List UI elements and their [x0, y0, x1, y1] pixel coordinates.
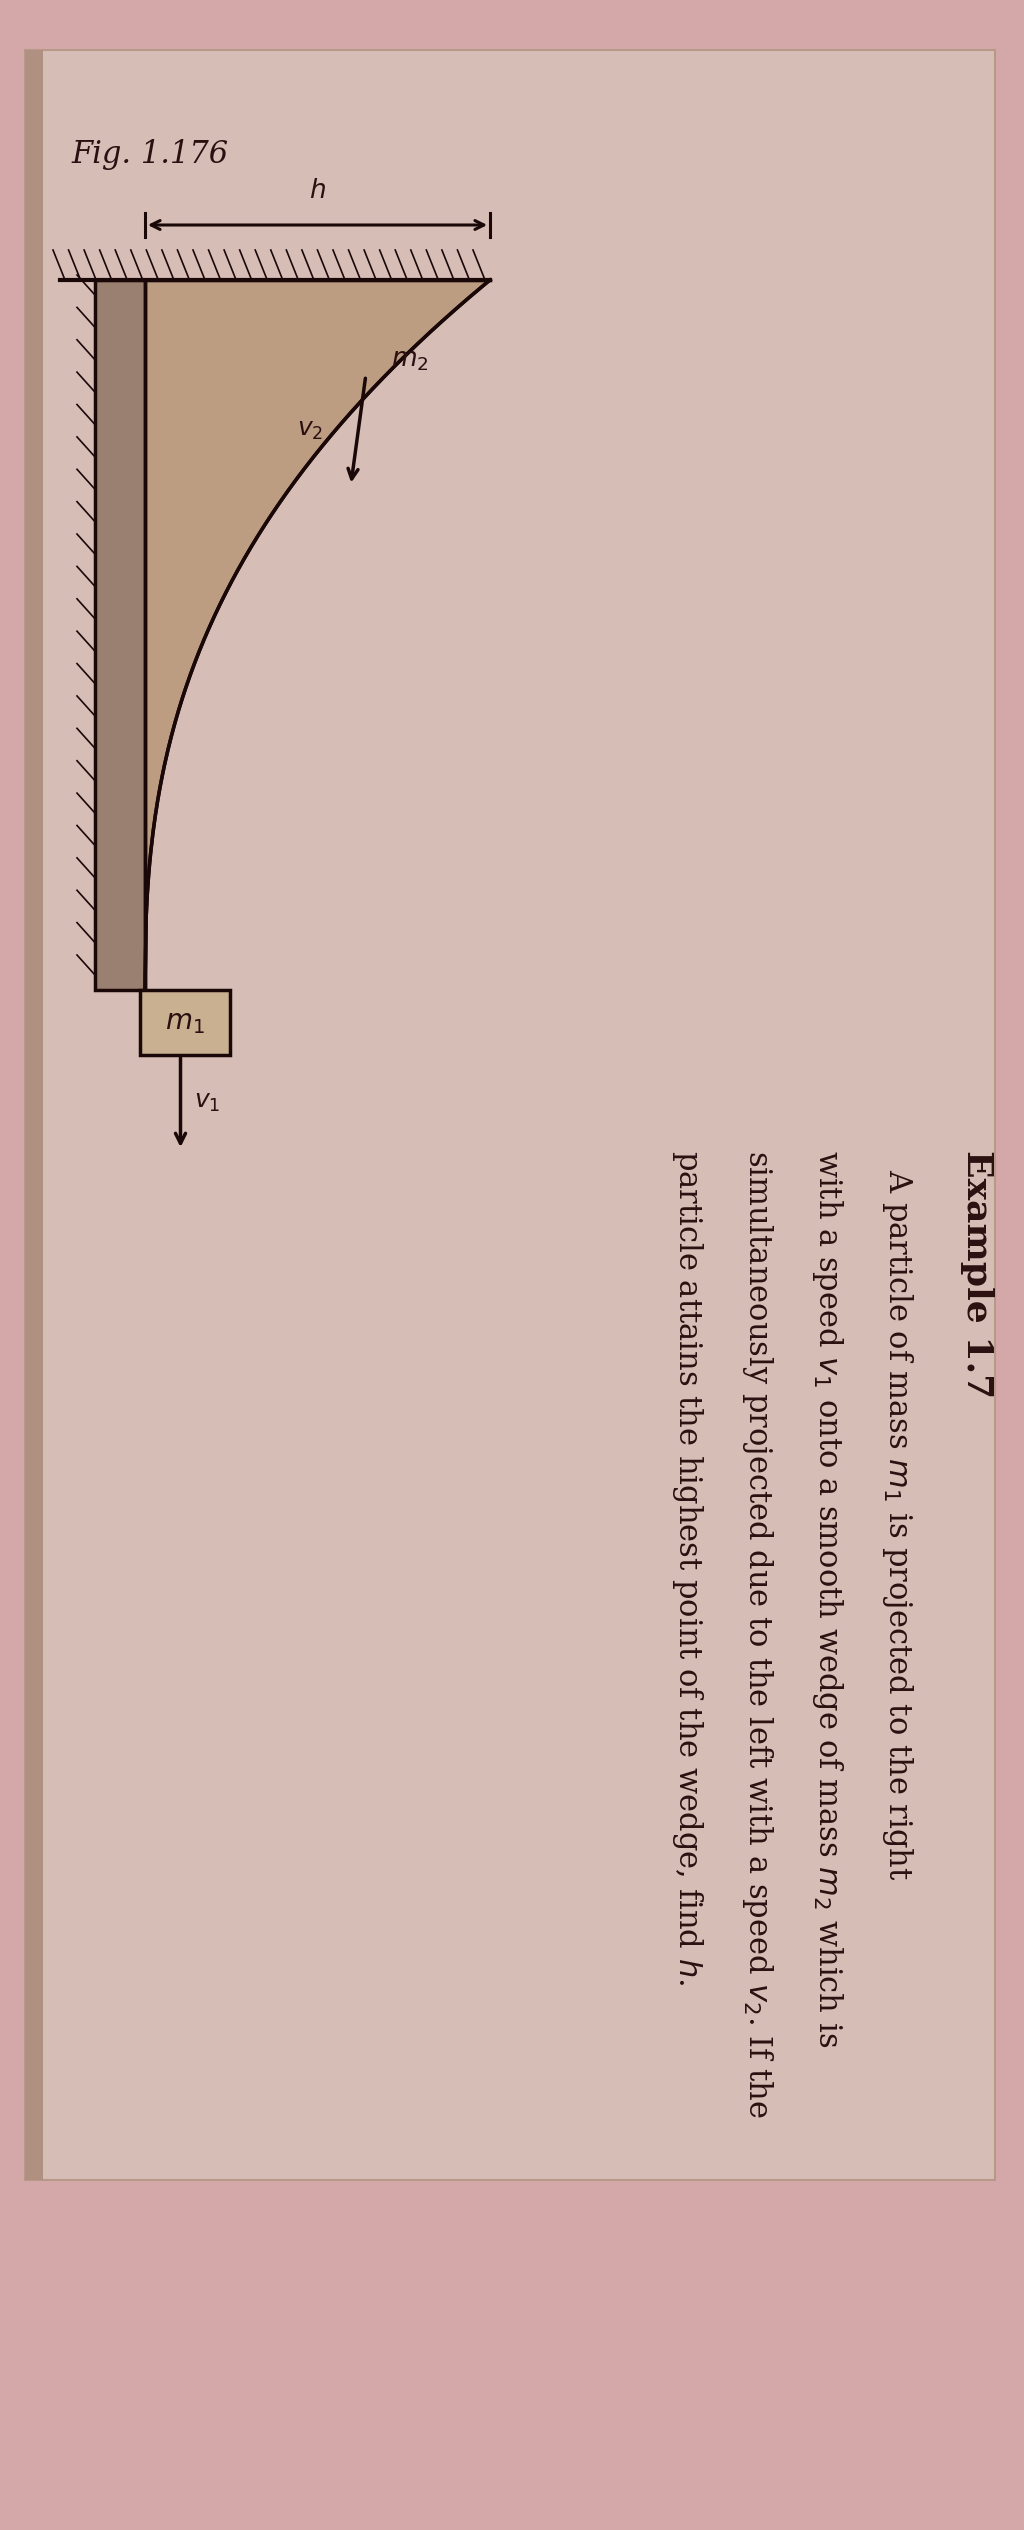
Text: A particle of mass $m_1$ is projected to the right: A particle of mass $m_1$ is projected to…: [880, 1151, 915, 1880]
Bar: [25, 51, 995, 2181]
Text: Fig. 1.176: Fig. 1.176: [72, 139, 228, 170]
Text: with a speed $v_1$ onto a smooth wedge of mass $m_2$ which is: with a speed $v_1$ onto a smooth wedge o…: [810, 1151, 845, 2047]
Text: simultaneously projected due to the left with a speed $v_2$. If the: simultaneously projected due to the left…: [740, 1151, 775, 2118]
Bar: [140, 989, 230, 1055]
Text: particle attains the highest point of the wedge, find $h$.: particle attains the highest point of th…: [670, 1151, 705, 1986]
Text: $m_1$: $m_1$: [165, 1009, 205, 1035]
Text: Example 1.7: Example 1.7: [961, 1151, 994, 1399]
Text: $m_2$: $m_2$: [391, 349, 428, 372]
Polygon shape: [145, 281, 490, 989]
Bar: [25, 51, 43, 2181]
Bar: [95, 281, 145, 989]
Text: $v_1$: $v_1$: [195, 1090, 221, 1113]
Text: $h$: $h$: [309, 177, 326, 202]
Text: $v_2$: $v_2$: [297, 420, 323, 443]
